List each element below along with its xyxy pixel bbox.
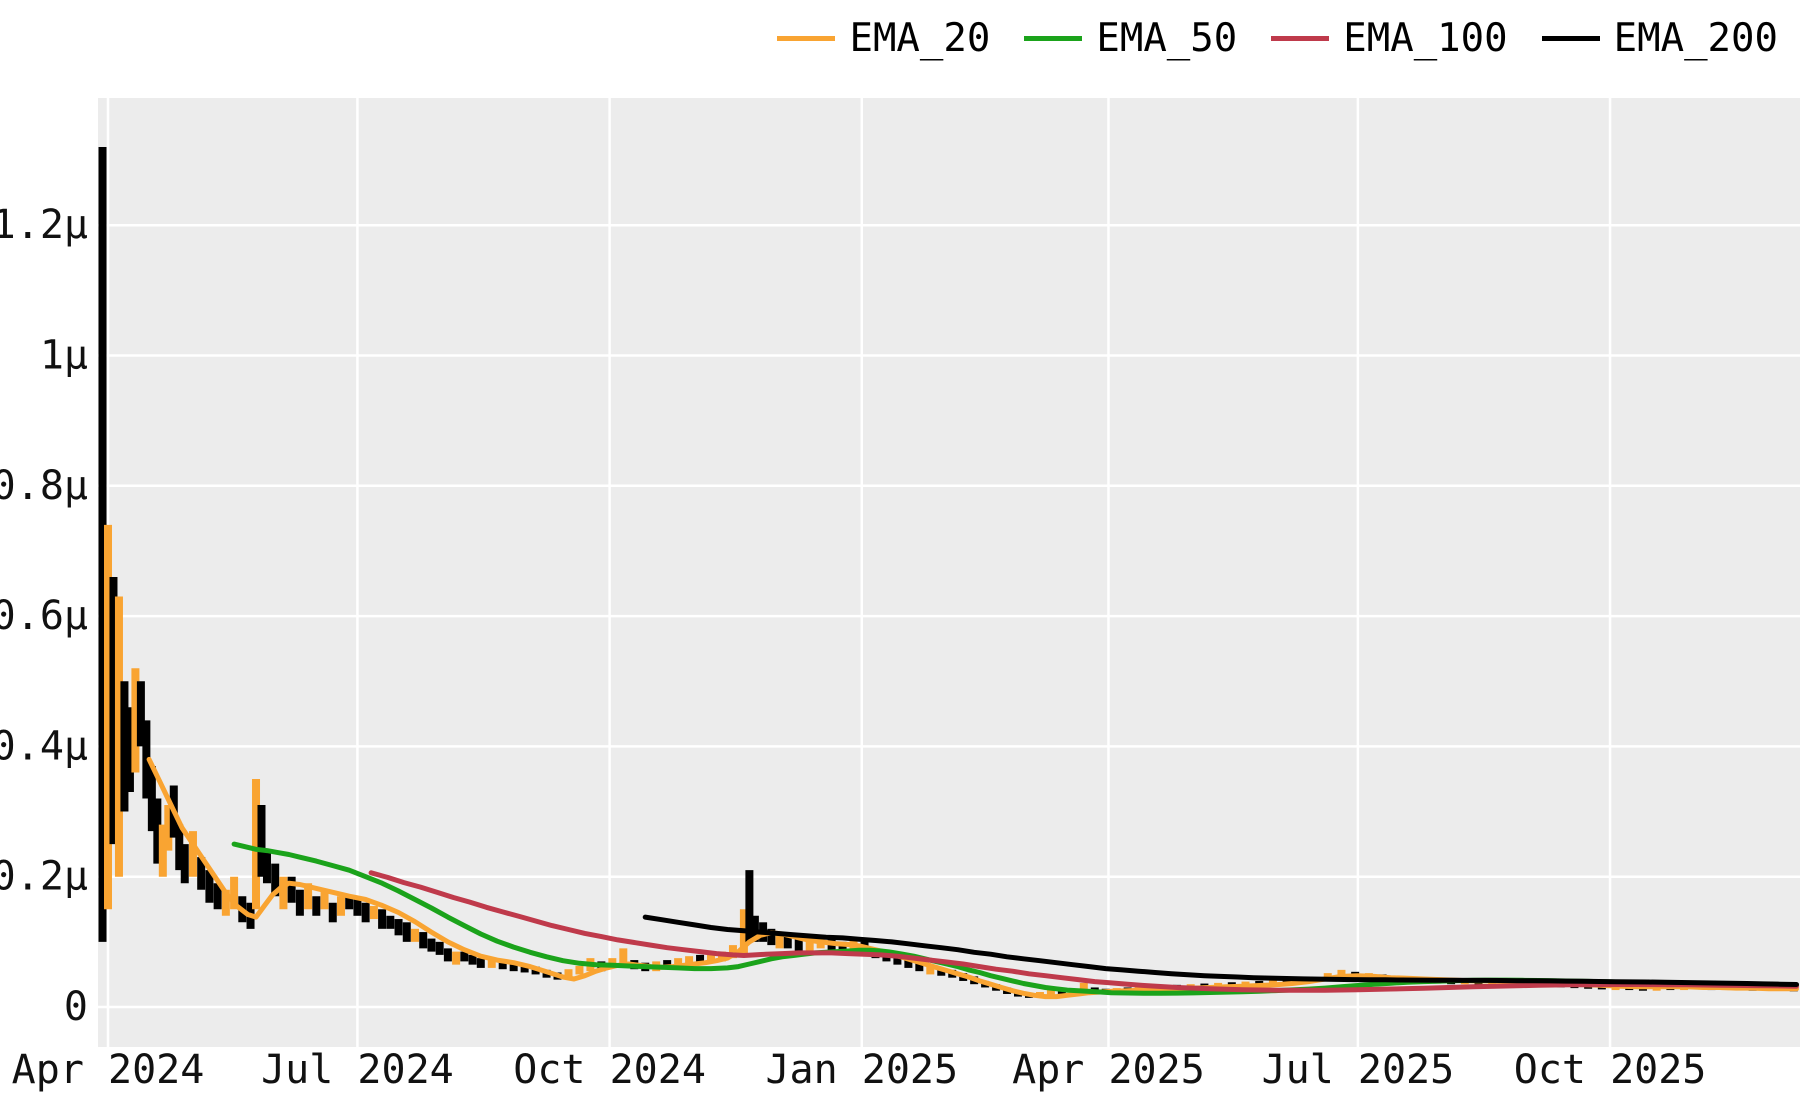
y-tick-label: 0 [64,984,88,1030]
legend-item-EMA_50: EMA_50 [1024,16,1237,61]
legend-label: EMA_20 [849,15,991,61]
plot-area [98,98,1800,1047]
x-tick-label: Jul 2025 [1262,1047,1455,1093]
y-tick-label: 0.6µ [0,593,88,639]
y-tick-label: 0.8µ [0,463,88,509]
legend-swatch-EMA_100 [1271,35,1330,41]
ema-line-EMA_100 [368,870,1799,993]
legend-swatch-EMA_20 [777,35,836,41]
legend-swatch-EMA_50 [1024,35,1083,41]
x-tick-label: Oct 2025 [1514,1047,1707,1093]
ema-line-EMA_200 [642,914,1799,987]
legend-item-EMA_200: EMA_200 [1541,15,1778,61]
legend-label: EMA_200 [1613,15,1778,61]
legend-swatch-EMA_200 [1541,35,1600,41]
x-tick-label: Jan 2025 [765,1047,958,1093]
legend-label: EMA_50 [1096,15,1238,61]
legend-label: EMA_100 [1343,15,1508,61]
y-tick-label: 0.4µ [0,723,88,769]
legend-item-EMA_20: EMA_20 [777,16,990,61]
y-tick-label: 1.2µ [0,202,88,248]
y-tick-label: 0.2µ [0,854,88,900]
x-tick-label: Apr 2024 [12,1047,205,1093]
x-tick-label: Apr 2025 [1012,1047,1205,1093]
legend-item-EMA_100: EMA_100 [1271,15,1508,61]
x-tick-label: Oct 2024 [513,1047,706,1093]
data-layer [98,147,1799,1000]
legend: EMA_20 EMA_50 EMA_100 EMA_200 [777,10,1778,66]
y-tick-label: 1µ [40,333,88,379]
x-tick-label: Jul 2024 [261,1047,454,1093]
